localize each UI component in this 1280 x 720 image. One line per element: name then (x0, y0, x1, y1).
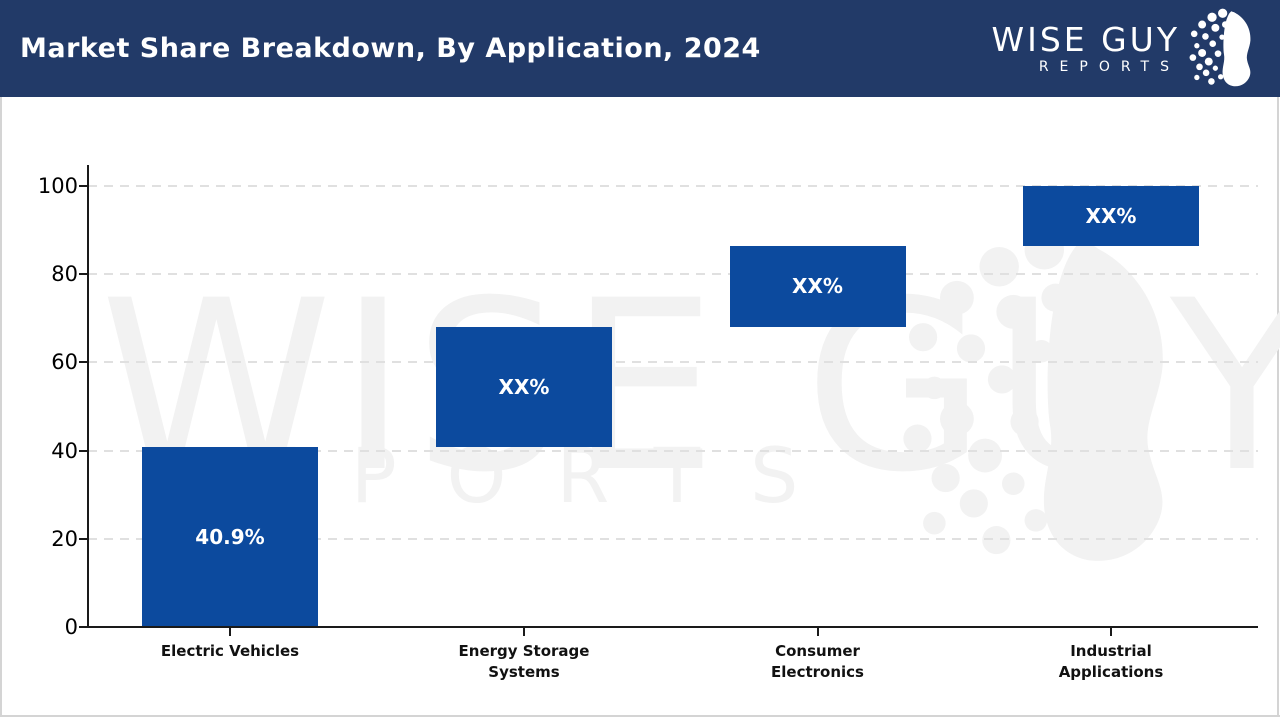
y-axis (87, 165, 89, 628)
x-tick (229, 628, 231, 636)
right-border (1277, 97, 1279, 717)
bar-industrial-applications (1023, 186, 1199, 246)
bar-value-label: XX% (792, 274, 843, 299)
x-tick-label-industrial-applications: Industrial Applications (1001, 641, 1221, 683)
category-label-line: Industrial (1070, 642, 1152, 660)
bar-value-label: XX% (498, 374, 550, 399)
x-tick (1110, 628, 1112, 636)
x-tick (816, 628, 819, 636)
y-tick (79, 273, 88, 276)
bar-energy-storage-systems (436, 327, 612, 447)
wiseguy-logo: WISE GUY REPORTS (991, 6, 1280, 92)
bottom-border (0, 715, 1280, 717)
bar-value-label: XX% (1085, 203, 1137, 228)
gridline-60 (88, 361, 1258, 364)
gridline-40 (88, 449, 1258, 452)
x-tick-label-energy-storage-systems: Energy Storage Systems (414, 641, 634, 683)
page-title: Market Share Breakdown, By Application, … (20, 33, 761, 64)
category-label-line: Consumer (775, 642, 860, 660)
category-label-line: Applications (1058, 663, 1164, 681)
watermark-head-icon (903, 230, 1163, 561)
y-tick (79, 537, 88, 540)
y-tick-label: 80 (51, 262, 78, 287)
bar-consumer-electronics (729, 245, 906, 328)
x-tick-label-electric-vehicles: Electric Vehicles (120, 641, 340, 662)
gridline-100 (88, 185, 1258, 187)
y-tick (79, 185, 88, 187)
y-tick (79, 361, 88, 364)
head-dots-icon (1189, 8, 1251, 86)
x-tick (523, 628, 525, 636)
bar-value-label: 40.9% (195, 524, 265, 549)
logo-wordmark-line1: WISE GUY (991, 20, 1180, 59)
left-border (0, 97, 2, 717)
y-tick-label: 100 (37, 174, 78, 198)
category-label-line: Electronics (771, 663, 864, 681)
y-tick-label: 40 (51, 438, 78, 463)
category-label-line: Electric Vehicles (160, 642, 300, 660)
y-tick-label: 0 (64, 615, 78, 639)
logo-wordmark-line2: REPORTS (1038, 59, 1180, 75)
y-tick-label: 20 (51, 526, 78, 551)
bar-electric-vehicles (142, 446, 318, 627)
x-axis (82, 626, 1258, 628)
y-tick-label: 60 (51, 350, 78, 375)
y-tick (79, 449, 88, 452)
gridline-80 (88, 273, 1258, 276)
category-label-line: Systems (488, 663, 560, 681)
gridline-20 (88, 537, 1258, 540)
logo-wordmark: WISE GUY REPORTS (991, 23, 1180, 74)
x-tick-label-consumer-electronics: Consumer Electronics (708, 641, 928, 683)
category-label-line: Energy Storage (458, 642, 590, 660)
header-bar: Market Share Breakdown, By Application, … (0, 0, 1280, 97)
